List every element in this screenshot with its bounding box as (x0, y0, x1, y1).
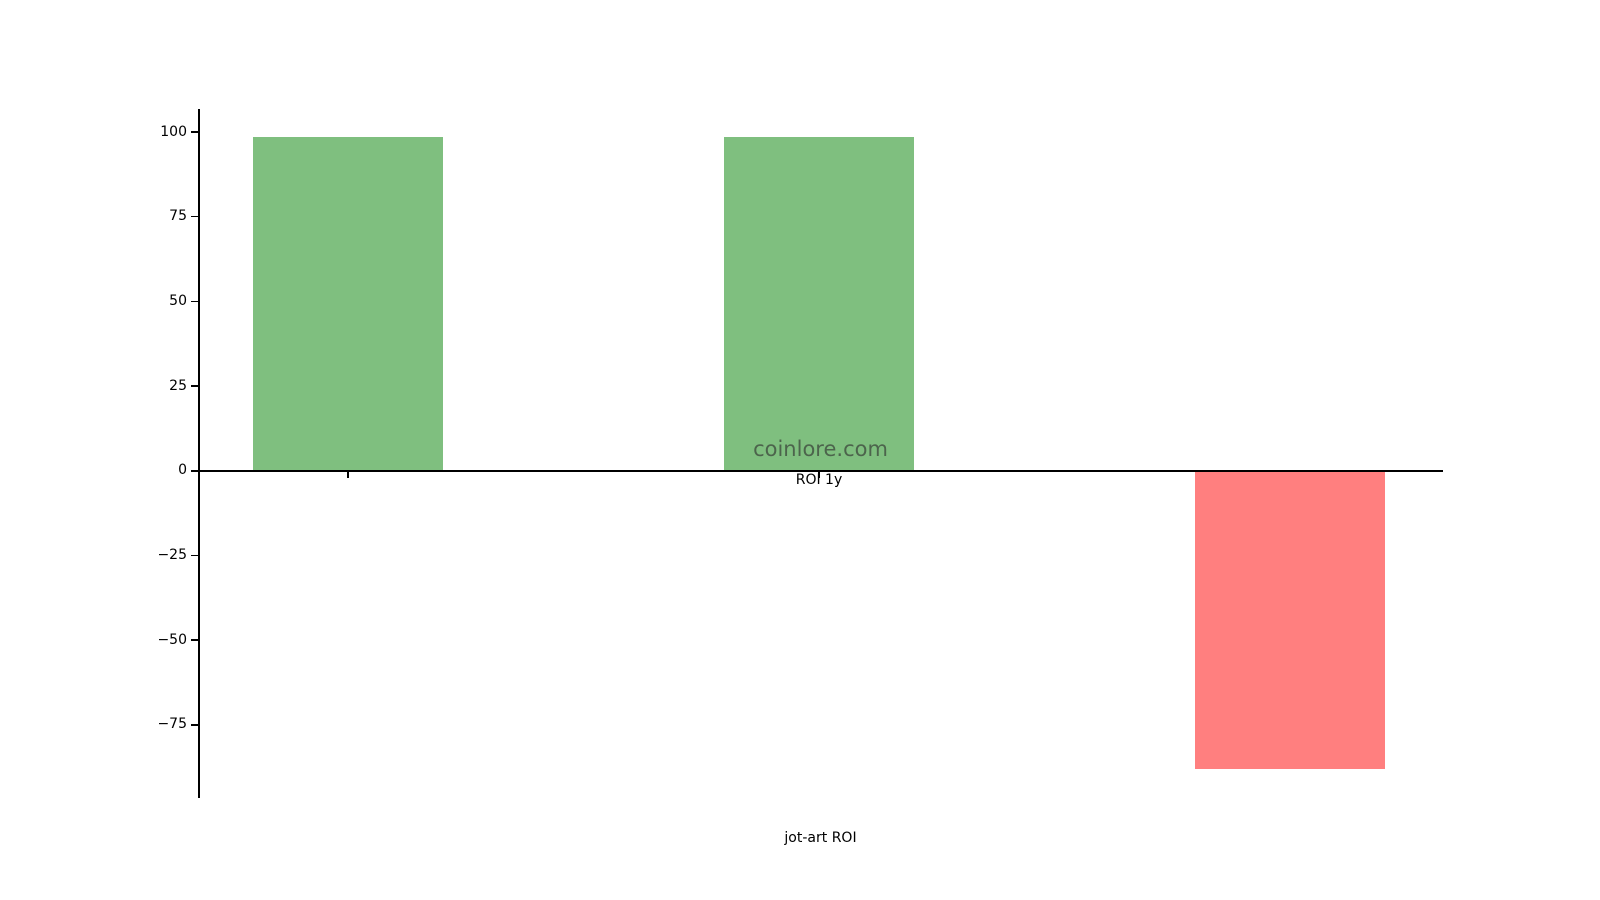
watermark-text: coinlore.com (753, 437, 888, 461)
y-tick-mark (191, 554, 198, 557)
y-axis-spine (198, 109, 200, 798)
bar-negative (1195, 470, 1385, 770)
chart-title: jot-art ROI (784, 829, 857, 846)
y-tick-label: −75 (157, 716, 187, 733)
x-tick-mark (818, 470, 820, 478)
y-tick-label: −50 (157, 631, 187, 648)
y-tick-label: 75 (169, 208, 187, 225)
y-tick-label: 0 (178, 462, 187, 479)
y-tick-label: 50 (169, 292, 187, 309)
y-tick-label: 25 (169, 377, 187, 394)
y-tick-mark (191, 385, 198, 387)
bar-positive (253, 137, 443, 471)
y-tick-mark (191, 215, 198, 218)
y-tick-mark (191, 724, 198, 726)
x-tick-label: ROI 1y (795, 471, 843, 488)
y-tick-label: −25 (157, 546, 187, 563)
bar-positive (724, 137, 914, 471)
y-tick-mark (191, 300, 198, 303)
x-axis-zero-line (198, 470, 1443, 472)
x-tick-mark (347, 470, 349, 478)
y-tick-mark (191, 131, 198, 133)
y-tick-mark (191, 470, 198, 472)
y-tick-label: 100 (160, 123, 187, 140)
y-tick-mark (191, 639, 198, 641)
